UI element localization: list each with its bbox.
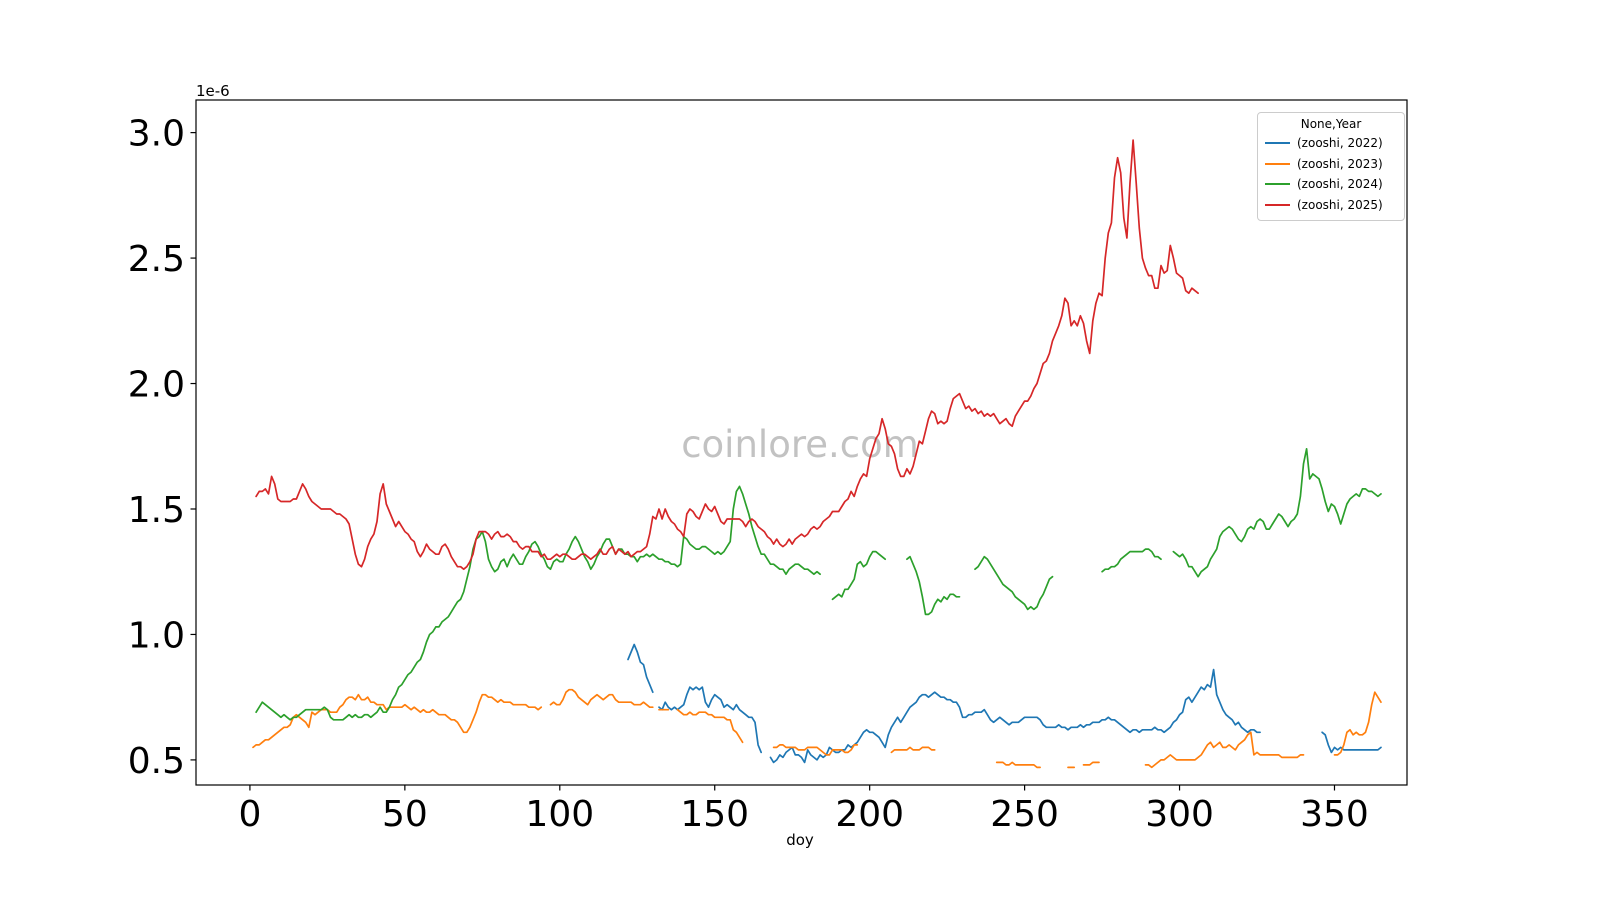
x-tick-label: 200 bbox=[835, 794, 904, 835]
series-line-1 bbox=[1333, 691, 1382, 756]
legend-label: (zooshi, 2024) bbox=[1297, 177, 1383, 192]
legend-item: (zooshi, 2023) bbox=[1265, 154, 1397, 175]
legend-label: (zooshi, 2023) bbox=[1297, 156, 1383, 171]
y-tick-label: 1.0 bbox=[128, 615, 185, 656]
legend-line-swatch bbox=[1265, 162, 1290, 165]
y-axis-offset-label: 1e-6 bbox=[196, 82, 230, 100]
series-line-1 bbox=[772, 744, 859, 756]
legend-label: (zooshi, 2025) bbox=[1297, 197, 1383, 212]
series-line-0 bbox=[658, 686, 763, 754]
legend-line-swatch bbox=[1265, 183, 1290, 186]
series-line-2 bbox=[1172, 447, 1382, 578]
legend-title: None,Year bbox=[1300, 117, 1362, 131]
series-line-1 bbox=[995, 761, 1041, 769]
y-tick-label: 1.5 bbox=[128, 490, 185, 531]
series-line-2 bbox=[255, 485, 821, 721]
series-line-1 bbox=[252, 693, 543, 749]
y-tick-label: 2.5 bbox=[128, 239, 185, 280]
legend: None,Year (zooshi, 2022) (zooshi, 2023) (z… bbox=[1257, 112, 1405, 221]
series-line-2 bbox=[906, 555, 961, 616]
series-line-0 bbox=[769, 668, 1261, 764]
y-tick-label: 0.5 bbox=[128, 741, 185, 782]
series-line-1 bbox=[1144, 731, 1305, 769]
plot-frame bbox=[195, 99, 1408, 786]
x-tick-label: 150 bbox=[680, 794, 749, 835]
legend-item: (zooshi, 2025) bbox=[1265, 195, 1397, 216]
y-tick-label: 3.0 bbox=[128, 114, 185, 155]
x-tick-label: 0 bbox=[238, 794, 261, 835]
x-tick-label: 100 bbox=[525, 794, 594, 835]
series-line-2 bbox=[974, 555, 1054, 611]
x-tick-label: 350 bbox=[1300, 794, 1369, 835]
watermark: coinlore.com bbox=[681, 423, 919, 466]
plot-layer: 0 50 100 150 200 250 300 350 0.5 1.0 1.5 2.0 2.5 3.0 bbox=[128, 99, 1408, 835]
series-line-1 bbox=[890, 746, 936, 754]
legend-item: (zooshi, 2022) bbox=[1265, 133, 1397, 154]
series-line-0 bbox=[1321, 731, 1382, 754]
legend-item: (zooshi, 2024) bbox=[1265, 174, 1397, 195]
legend-line-swatch bbox=[1265, 142, 1290, 145]
series-line-1 bbox=[549, 688, 654, 709]
series-line-2 bbox=[1101, 548, 1162, 573]
x-tick-label: 300 bbox=[1145, 794, 1214, 835]
y-tick-label: 2.0 bbox=[128, 365, 185, 406]
series-line-1 bbox=[676, 708, 744, 744]
x-tick-label: 250 bbox=[990, 794, 1059, 835]
series-line-2 bbox=[831, 550, 887, 601]
series-line-3 bbox=[255, 139, 1199, 571]
legend-line-swatch bbox=[1265, 203, 1290, 206]
legend-label: (zooshi, 2022) bbox=[1297, 136, 1383, 151]
series-line-0 bbox=[627, 643, 654, 694]
series-line-1 bbox=[1082, 761, 1100, 766]
x-tick-label: 50 bbox=[382, 794, 428, 835]
x-axis-label: doy bbox=[786, 831, 814, 849]
